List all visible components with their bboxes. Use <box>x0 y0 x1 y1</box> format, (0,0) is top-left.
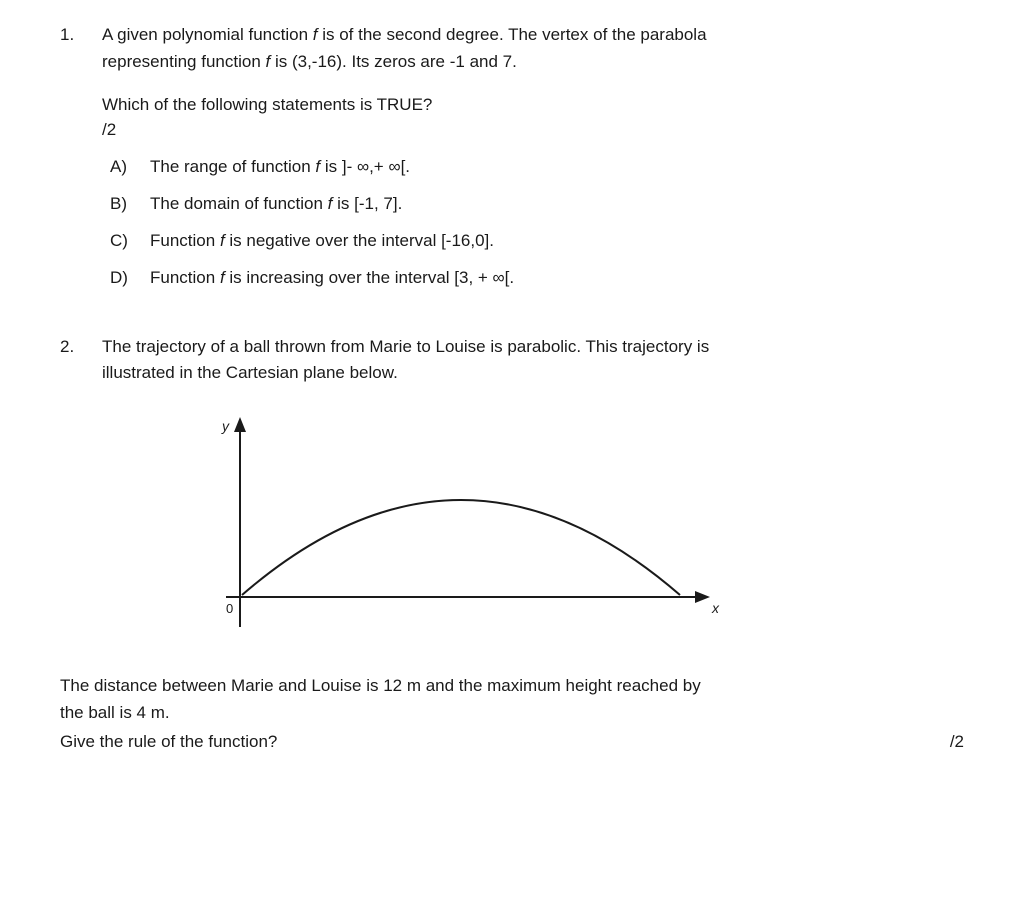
option-text: The range of function f is ]- ∞,+ ∞[. <box>150 156 410 179</box>
q2-body: The trajectory of a ball thrown from Mar… <box>102 336 964 390</box>
q2-stem-line2: illustrated in the Cartesian plane below… <box>102 362 964 385</box>
q1-stem: A given polynomial function f is of the … <box>102 24 964 74</box>
q1-option-d[interactable]: D) Function f is increasing over the int… <box>110 267 964 290</box>
page: { "q1": { "number": "1.", "stem_line1": … <box>0 0 1024 914</box>
q1-body: A given polynomial function f is of the … <box>102 24 964 304</box>
q1-stem-line1: A given polynomial function f is of the … <box>102 25 707 44</box>
q2-number: 2. <box>60 336 88 390</box>
q2-stem-line1: The trajectory of a ball thrown from Mar… <box>102 336 964 359</box>
option-letter: A) <box>110 156 132 179</box>
option-text: The domain of function f is [-1, 7]. <box>150 193 402 216</box>
option-letter: D) <box>110 267 132 290</box>
q2-after-line1: The distance between Marie and Louise is… <box>60 675 964 698</box>
q1-option-b[interactable]: B) The domain of function f is [-1, 7]. <box>110 193 964 216</box>
q1-option-a[interactable]: A) The range of function f is ]- ∞,+ ∞[. <box>110 156 964 179</box>
q2-ask: Give the rule of the function? <box>60 731 277 754</box>
q2-points: /2 <box>950 731 964 754</box>
q2-bottom-row: Give the rule of the function? /2 <box>60 731 964 754</box>
question-2: 2. The trajectory of a ball thrown from … <box>60 336 964 755</box>
q1-number: 1. <box>60 24 88 304</box>
svg-text:y: y <box>221 418 230 434</box>
parabola-diagram: y x 0 <box>200 407 720 647</box>
svg-text:0: 0 <box>226 601 233 616</box>
q1-option-c[interactable]: C) Function f is negative over the inter… <box>110 230 964 253</box>
q1-points: /2 <box>102 119 964 142</box>
q2-after: The distance between Marie and Louise is… <box>60 675 964 725</box>
q1-stem-line2: representing function f is (3,-16). Its … <box>102 52 517 71</box>
q2-diagram-wrap: y x 0 <box>60 407 964 647</box>
q1-options: A) The range of function f is ]- ∞,+ ∞[.… <box>110 156 964 290</box>
option-letter: C) <box>110 230 132 253</box>
option-text: Function f is increasing over the interv… <box>150 267 514 290</box>
question-1: 1. A given polynomial function f is of t… <box>60 24 964 304</box>
q1-prompt: Which of the following statements is TRU… <box>102 94 964 117</box>
svg-text:x: x <box>711 600 720 616</box>
option-text: Function f is negative over the interval… <box>150 230 494 253</box>
q2-after-line2: the ball is 4 m. <box>60 702 964 725</box>
option-letter: B) <box>110 193 132 216</box>
q2-stem: The trajectory of a ball thrown from Mar… <box>102 336 964 386</box>
